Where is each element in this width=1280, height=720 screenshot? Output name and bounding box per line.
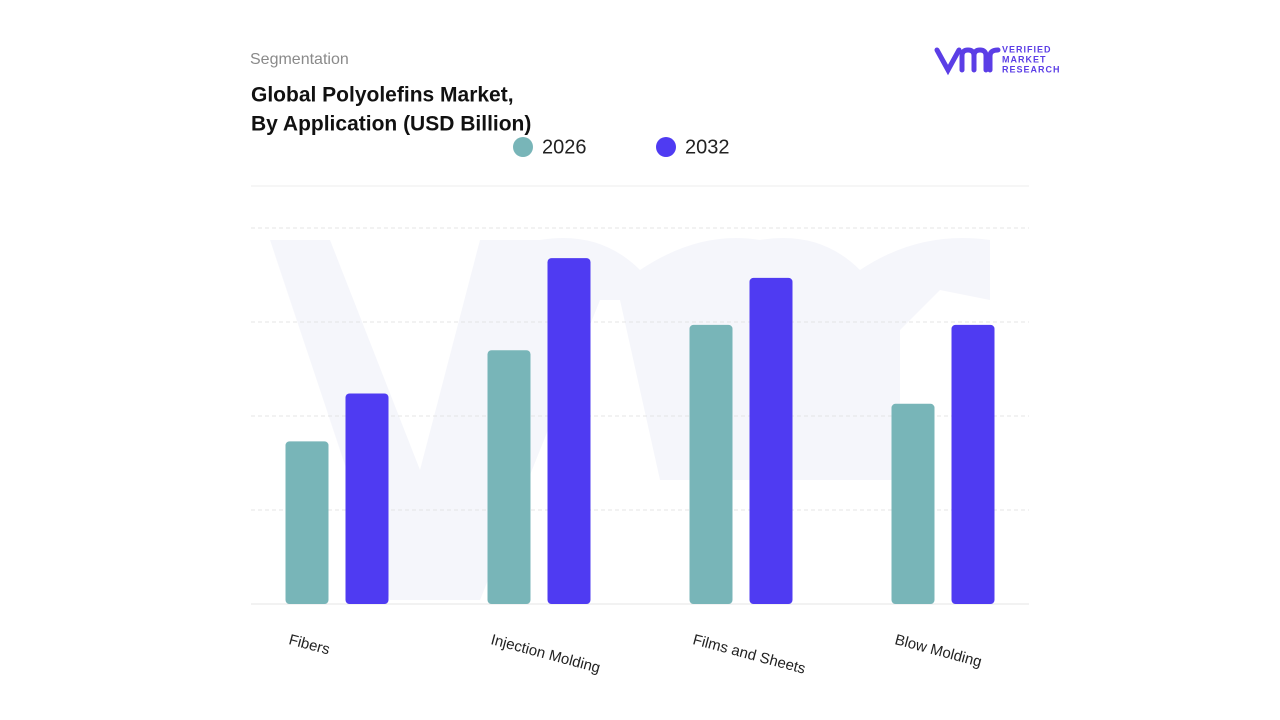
- bar: [749, 277, 793, 604]
- x-tick-label: Films and Sheets: [691, 631, 807, 677]
- bar: [487, 350, 531, 604]
- x-tick-label: Fibers: [287, 631, 332, 658]
- logo-mark: [934, 47, 1001, 76]
- chart-title: By Application (USD Billion): [251, 113, 531, 136]
- logo-text: VERIFIED: [1002, 44, 1052, 54]
- bar: [951, 324, 995, 604]
- bar: [345, 393, 389, 604]
- logo-text: MARKET: [1002, 54, 1047, 64]
- legend-label: 2026: [542, 136, 587, 158]
- logo-text: RESEARCH: [1002, 64, 1061, 74]
- x-tick-label: Blow Molding: [893, 631, 984, 671]
- x-tick-label: Injection Molding: [489, 631, 602, 677]
- legend-swatch: [513, 137, 533, 157]
- chart-subtitle: Segmentation: [250, 51, 349, 68]
- logo: VERIFIED MARKET RESEARCH: [934, 44, 1061, 76]
- bar: [547, 258, 591, 604]
- chart-title: Global Polyolefins Market,: [251, 84, 514, 107]
- legend-swatch: [656, 137, 676, 157]
- bar: [891, 403, 935, 604]
- legend-label: 2032: [685, 136, 730, 158]
- bar: [285, 441, 329, 604]
- bar: [689, 324, 733, 604]
